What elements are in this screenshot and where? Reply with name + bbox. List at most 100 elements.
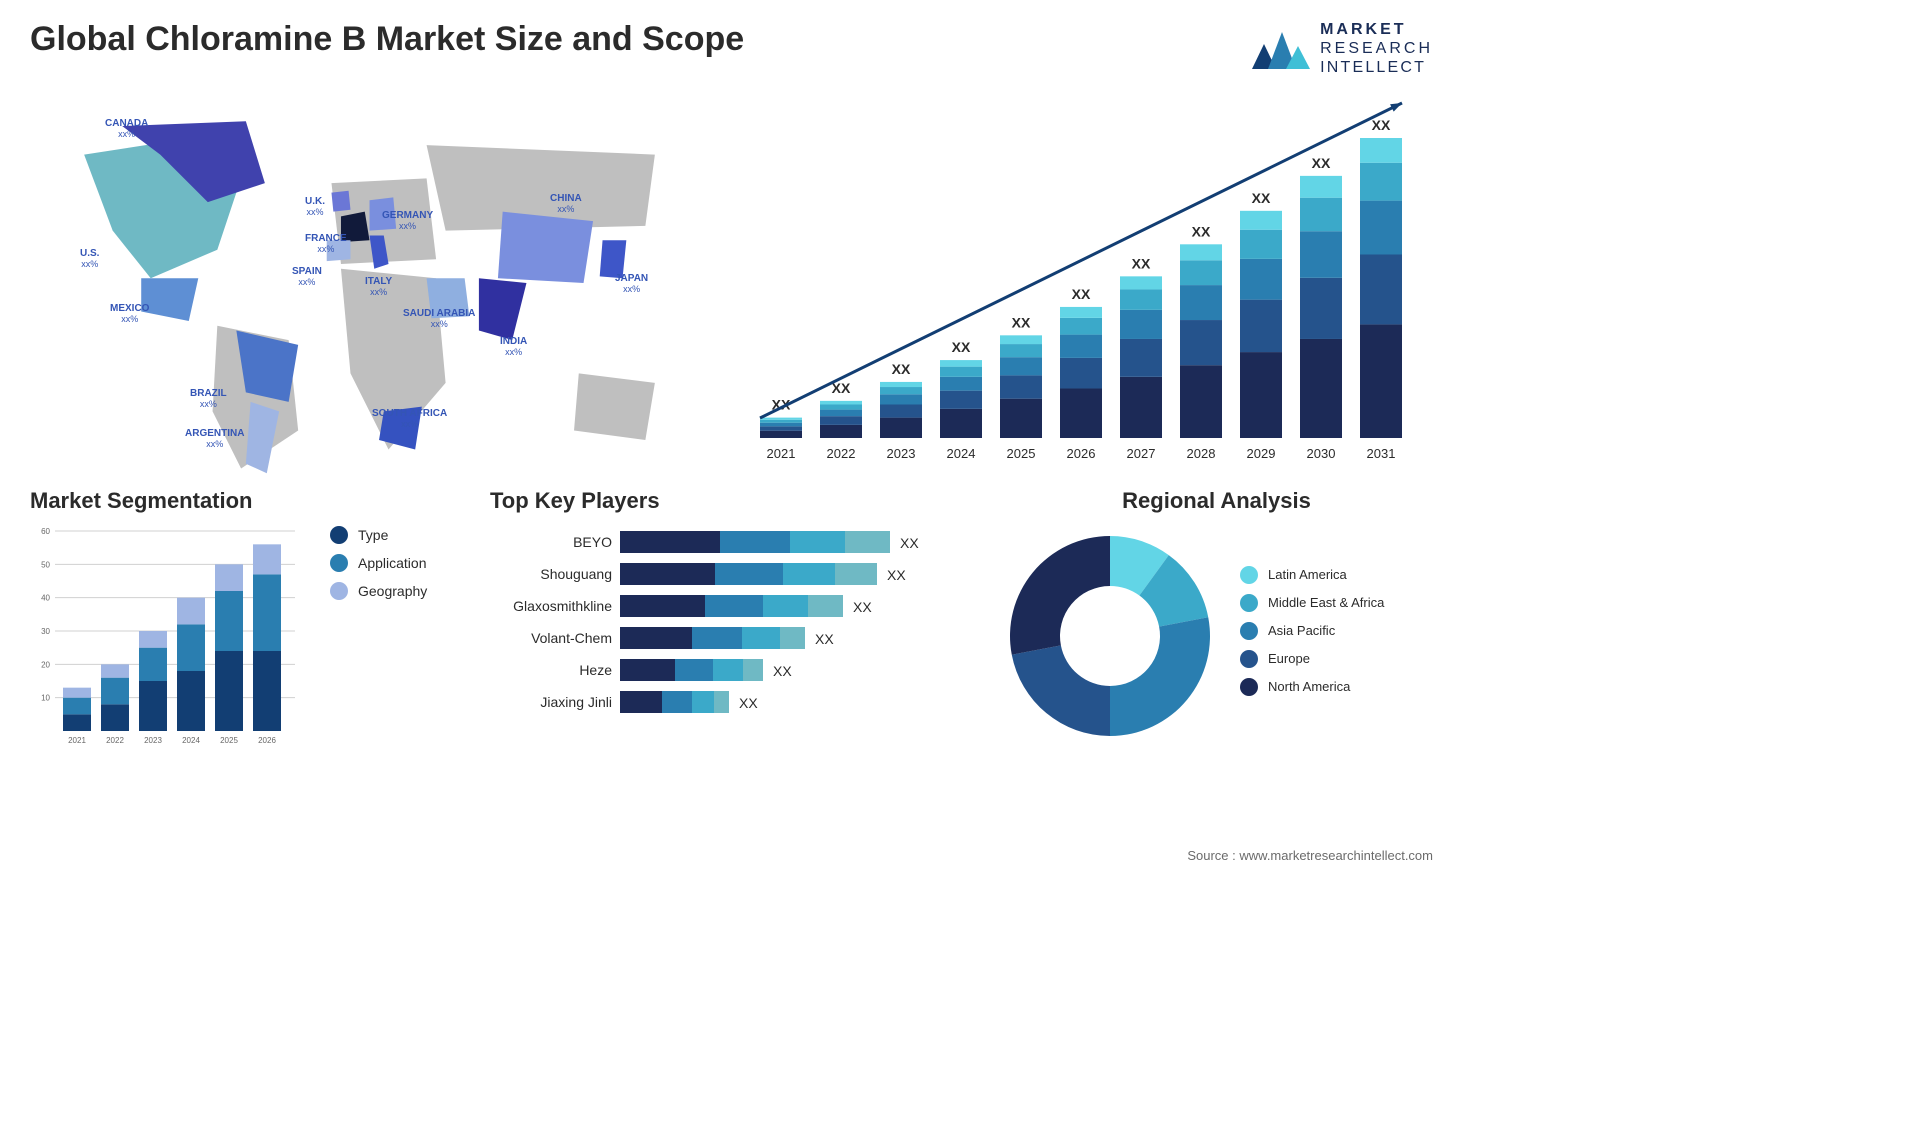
seg-ytick: 20 (41, 660, 50, 669)
regional-legend-item: North America (1240, 678, 1384, 696)
player-value-label: XX (887, 567, 906, 583)
map-label-mexico: MEXICOxx% (110, 303, 149, 325)
forecast-bar-label: XX (1072, 285, 1091, 301)
forecast-tick: 2028 (1187, 446, 1216, 461)
player-bar-seg (620, 659, 675, 681)
seg-xtick: 2023 (144, 736, 162, 745)
segmentation-section: Market Segmentation 10203040506020212022… (30, 488, 460, 756)
forecast-bar-seg (1360, 162, 1402, 200)
player-bar-seg (808, 595, 843, 617)
player-bar-seg (620, 595, 705, 617)
player-bar-seg (714, 691, 729, 713)
legend-swatch (1240, 566, 1258, 584)
forecast-bar-seg (760, 426, 802, 430)
seg-ytick: 50 (41, 560, 50, 569)
forecast-bar-seg (1060, 388, 1102, 438)
map-region-aus (574, 373, 655, 440)
seg-bar-seg (63, 687, 91, 697)
forecast-bar-label: XX (1132, 255, 1151, 271)
map-label-italy: ITALYxx% (365, 276, 392, 298)
logo-line1: MARKET (1320, 20, 1433, 39)
forecast-bar-label: XX (1192, 223, 1211, 239)
legend-label: Asia Pacific (1268, 623, 1335, 638)
regional-legend-item: Asia Pacific (1240, 622, 1384, 640)
seg-legend-item: Type (330, 526, 427, 544)
forecast-chart: XX2021XX2022XX2023XX2024XX2025XX2026XX20… (730, 88, 1433, 478)
seg-bar-seg (139, 647, 167, 680)
logo-icon (1250, 24, 1310, 74)
player-value-label: XX (853, 599, 872, 615)
player-bar-seg (780, 627, 805, 649)
forecast-bar-label: XX (1012, 314, 1031, 330)
map-label-u.s.: U.S.xx% (80, 248, 99, 270)
forecast-tick: 2024 (947, 446, 976, 461)
forecast-arrowhead (1390, 103, 1402, 112)
seg-bar-seg (101, 664, 129, 677)
map-label-japan: JAPANxx% (615, 273, 648, 295)
player-labels: BEYOShouguangGlaxosmithklineVolant-ChemH… (490, 526, 620, 718)
forecast-bar-seg (1060, 317, 1102, 334)
forecast-bar-seg (940, 376, 982, 390)
seg-bar-seg (253, 574, 281, 651)
player-bar-seg (713, 659, 743, 681)
player-value-label: XX (773, 663, 792, 679)
player-label: Heze (490, 654, 620, 686)
legend-label: Geography (358, 583, 427, 599)
legend-swatch (330, 526, 348, 544)
forecast-bar-seg (1120, 309, 1162, 338)
forecast-bar-label: XX (1312, 154, 1331, 170)
player-bar-seg (692, 627, 742, 649)
legend-label: Application (358, 555, 427, 571)
map-label-germany: GERMANYxx% (382, 210, 433, 232)
forecast-bar-seg (1300, 339, 1342, 438)
forecast-bar-seg (1120, 276, 1162, 289)
forecast-tick: 2031 (1367, 446, 1396, 461)
map-label-argentina: ARGENTINAxx% (185, 428, 244, 450)
legend-label: Latin America (1268, 567, 1347, 582)
forecast-bar-seg (940, 408, 982, 437)
seg-bar-seg (63, 714, 91, 731)
forecast-bar-seg (880, 404, 922, 417)
forecast-bar-seg (1000, 398, 1042, 437)
seg-legend-item: Application (330, 554, 427, 572)
logo-line2: RESEARCH (1320, 39, 1433, 58)
seg-ytick: 40 (41, 593, 50, 602)
forecast-bar-seg (880, 417, 922, 437)
player-bar-seg (620, 531, 720, 553)
forecast-bar-seg (760, 417, 802, 419)
player-label: Volant-Chem (490, 622, 620, 654)
legend-label: North America (1268, 679, 1350, 694)
forecast-bar-seg (1000, 357, 1042, 375)
forecast-bar-seg (1180, 320, 1222, 365)
map-label-france: FRANCExx% (305, 233, 347, 255)
players-chart: XXXXXXXXXXXX (620, 526, 940, 726)
seg-xtick: 2022 (106, 736, 124, 745)
forecast-bar-seg (760, 422, 802, 426)
forecast-bar-seg (1300, 197, 1342, 230)
forecast-bar-seg (1300, 231, 1342, 278)
map-label-brazil: BRAZILxx% (190, 388, 227, 410)
forecast-bar-seg (1360, 324, 1402, 438)
forecast-bar-seg (820, 400, 862, 404)
forecast-bar-seg (880, 394, 922, 404)
forecast-bar-seg (820, 409, 862, 416)
player-bar-seg (675, 659, 713, 681)
map-label-u.k.: U.K.xx% (305, 196, 325, 218)
forecast-bar-seg (1360, 200, 1402, 254)
world-map: CANADAxx%U.S.xx%MEXICOxx%BRAZILxx%ARGENT… (30, 88, 690, 478)
player-bar-seg (845, 531, 890, 553)
regional-donut (1000, 526, 1220, 746)
seg-bar-seg (63, 697, 91, 714)
player-bar-seg (763, 595, 808, 617)
map-region-china (498, 211, 593, 282)
legend-swatch (1240, 678, 1258, 696)
seg-ytick: 30 (41, 627, 50, 636)
forecast-bar-seg (880, 381, 922, 386)
forecast-tick: 2022 (827, 446, 856, 461)
forecast-bar-seg (1000, 344, 1042, 357)
regional-legend: Latin AmericaMiddle East & AfricaAsia Pa… (1240, 566, 1384, 706)
forecast-tick: 2027 (1127, 446, 1156, 461)
seg-xtick: 2025 (220, 736, 238, 745)
player-bar-seg (620, 691, 662, 713)
forecast-bar-seg (760, 430, 802, 437)
